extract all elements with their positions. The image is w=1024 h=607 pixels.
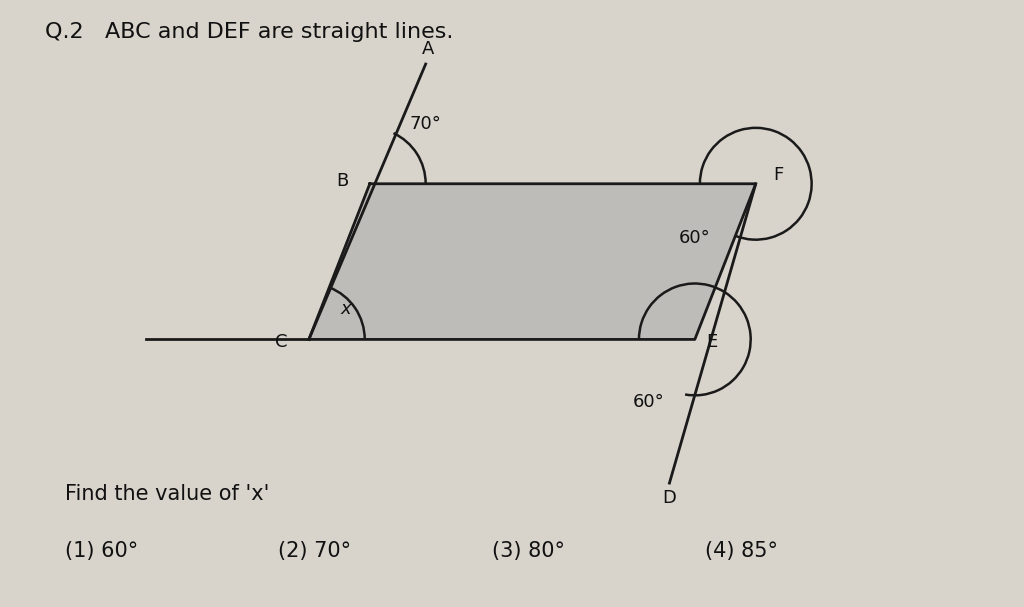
Text: D: D — [663, 489, 677, 507]
Text: (4) 85°: (4) 85° — [705, 541, 778, 561]
Text: C: C — [275, 333, 288, 351]
Text: E: E — [707, 333, 718, 351]
Text: Q.2   ABC and DEF are straight lines.: Q.2 ABC and DEF are straight lines. — [45, 22, 454, 42]
Text: x: x — [340, 300, 351, 319]
Text: F: F — [773, 166, 783, 184]
Text: B: B — [336, 172, 348, 190]
Text: (2) 70°: (2) 70° — [279, 541, 351, 561]
Text: (1) 60°: (1) 60° — [66, 541, 138, 561]
Text: 60°: 60° — [633, 393, 665, 412]
Text: Find the value of 'x': Find the value of 'x' — [66, 484, 269, 504]
Text: 70°: 70° — [410, 115, 441, 133]
Polygon shape — [309, 184, 756, 339]
Text: A: A — [422, 40, 434, 58]
Text: 60°: 60° — [679, 229, 711, 246]
Text: (3) 80°: (3) 80° — [492, 541, 564, 561]
